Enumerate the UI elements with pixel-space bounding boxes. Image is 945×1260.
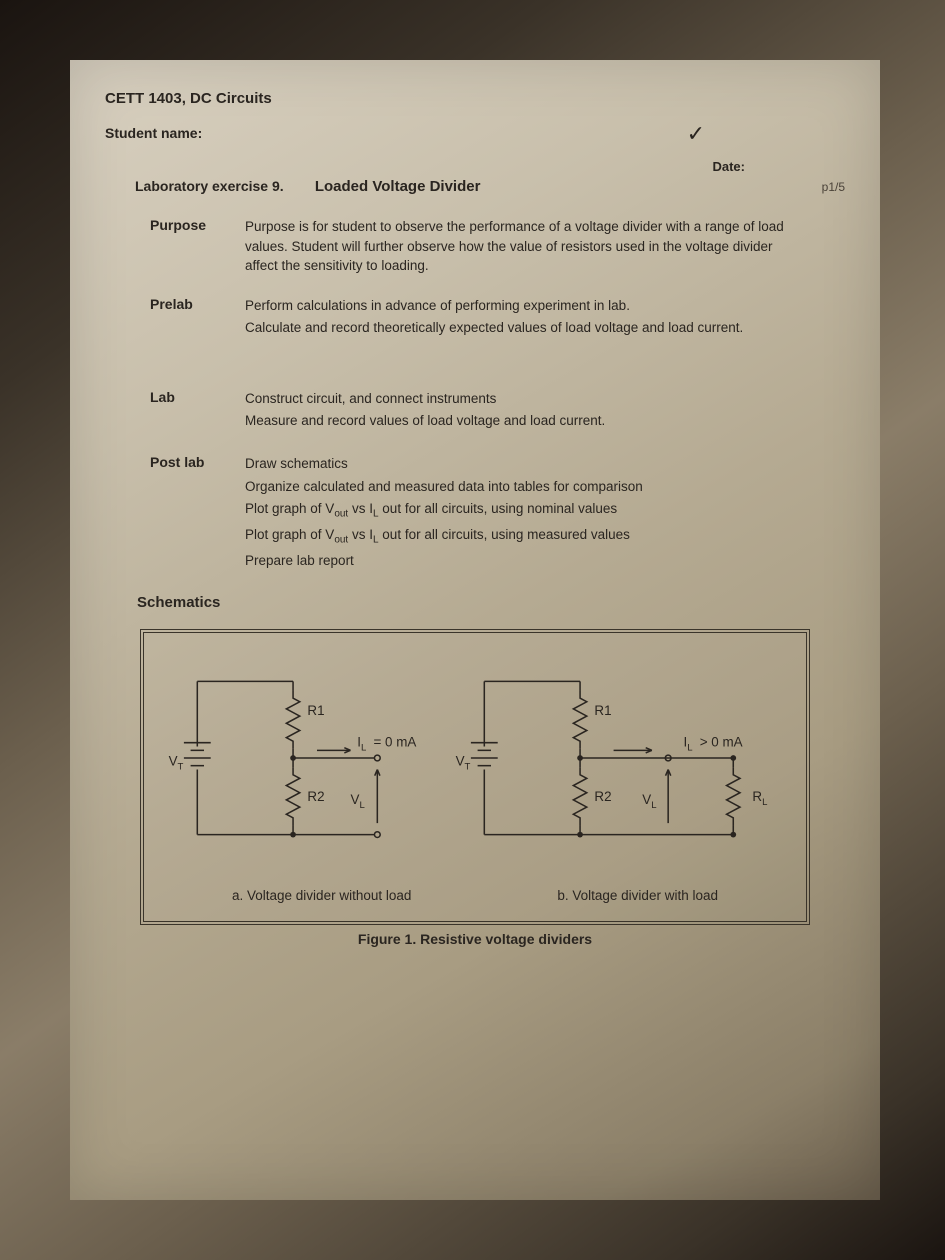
caption-b: b. Voltage divider with load bbox=[557, 888, 718, 903]
svg-text:VL: VL bbox=[643, 792, 657, 811]
figure-title: Figure 1. Resistive voltage dividers bbox=[105, 931, 845, 947]
course-title: CETT 1403, DC Circuits bbox=[105, 90, 845, 107]
svg-text:VT: VT bbox=[456, 754, 471, 773]
student-name-label: Student name: bbox=[105, 125, 202, 151]
lab-line1: Construct circuit, and connect instrumen… bbox=[245, 389, 805, 409]
svg-text:IL: IL bbox=[684, 735, 693, 754]
svg-text:VL: VL bbox=[351, 792, 365, 811]
caption-a: a. Voltage divider without load bbox=[232, 888, 411, 903]
figure-captions: a. Voltage divider without load b. Volta… bbox=[159, 888, 791, 903]
page-number: p1/5 bbox=[822, 180, 845, 194]
postlab-line1: Draw schematics bbox=[245, 454, 805, 474]
purpose-text: Purpose is for student to observe the pe… bbox=[245, 217, 845, 276]
schematics-heading: Schematics bbox=[137, 594, 845, 611]
svg-text:IL: IL bbox=[357, 735, 366, 754]
circuit-b-diagram: VT R1 R2 IL > 0 mA VL RL bbox=[446, 658, 791, 858]
postlab-line3: Plot graph of Vout vs IL out for all cir… bbox=[245, 499, 805, 522]
svg-text:R1: R1 bbox=[307, 703, 324, 718]
prelab-line1: Perform calculations in advance of perfo… bbox=[245, 296, 805, 316]
exercise-header: Laboratory exercise 9. Loaded Voltage Di… bbox=[135, 178, 845, 195]
lab-section: Lab Construct circuit, and connect instr… bbox=[150, 389, 845, 434]
date-label: Date: bbox=[105, 159, 845, 174]
svg-text:R2: R2 bbox=[595, 789, 612, 804]
svg-text:R1: R1 bbox=[595, 703, 612, 718]
purpose-label: Purpose bbox=[150, 217, 245, 276]
figure-1-box: VT R1 R2 IL = 0 mA VL VT R1 R2 IL > 0 mA VL RL a.… bbox=[140, 629, 810, 925]
checkmark-icon: ✓ bbox=[687, 121, 705, 147]
prelab-line2: Calculate and record theoretically expec… bbox=[245, 318, 805, 338]
postlab-label: Post lab bbox=[150, 454, 245, 574]
postlab-line5: Prepare lab report bbox=[245, 551, 805, 571]
lab-line2: Measure and record values of load voltag… bbox=[245, 411, 805, 431]
postlab-section: Post lab Draw schematics Organize calcul… bbox=[150, 454, 845, 574]
prelab-body: Perform calculations in advance of perfo… bbox=[245, 296, 845, 341]
circuits-row: VT R1 R2 IL = 0 mA VL VT R1 R2 IL > 0 mA VL RL bbox=[159, 658, 791, 858]
postlab-line2: Organize calculated and measured data in… bbox=[245, 477, 805, 497]
svg-text:RL: RL bbox=[753, 789, 768, 808]
exercise-title: Loaded Voltage Divider bbox=[315, 178, 481, 195]
svg-text:VT: VT bbox=[169, 754, 184, 773]
purpose-section: Purpose Purpose is for student to observ… bbox=[150, 217, 845, 276]
prelab-section: Prelab Perform calculations in advance o… bbox=[150, 296, 845, 341]
postlab-body: Draw schematics Organize calculated and … bbox=[245, 454, 845, 574]
lab-body: Construct circuit, and connect instrumen… bbox=[245, 389, 845, 434]
lab-document-page: CETT 1403, DC Circuits Student name: ✓ D… bbox=[70, 60, 880, 1200]
prelab-label: Prelab bbox=[150, 296, 245, 341]
svg-text:> 0 mA: > 0 mA bbox=[700, 735, 743, 750]
circuit-a-diagram: VT R1 R2 IL = 0 mA VL bbox=[159, 658, 446, 858]
svg-text:= 0 mA: = 0 mA bbox=[373, 735, 416, 750]
exercise-number: Laboratory exercise 9. bbox=[135, 178, 284, 194]
postlab-line4: Plot graph of Vout vs IL out for all cir… bbox=[245, 525, 805, 548]
svg-text:R2: R2 bbox=[307, 789, 324, 804]
student-row: Student name: ✓ bbox=[105, 125, 845, 151]
lab-label: Lab bbox=[150, 389, 245, 434]
